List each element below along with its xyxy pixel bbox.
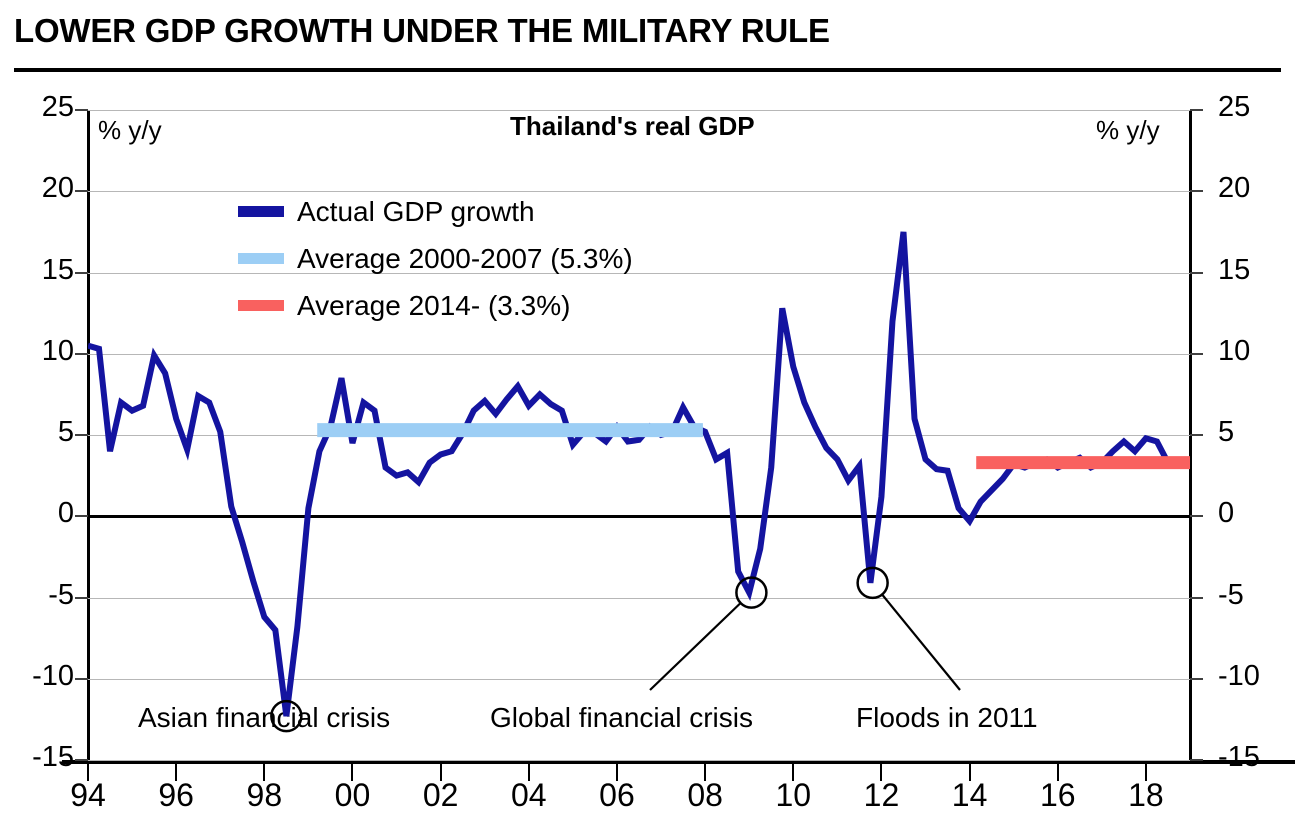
x-axis-label-06: 06 bbox=[599, 777, 635, 813]
x-axis-label-04: 04 bbox=[511, 777, 547, 813]
y-axis-label-left-25: 25 bbox=[41, 91, 74, 123]
x-axis-label-02: 02 bbox=[422, 777, 459, 813]
zero-line bbox=[88, 515, 1190, 519]
y-tick-left-5 bbox=[75, 434, 88, 436]
x-axis-label-12: 12 bbox=[863, 777, 900, 813]
y-axis-label-left-20: 20 bbox=[41, 172, 74, 205]
y-tick-right-0 bbox=[1190, 515, 1203, 518]
y-axis-label-right-20: 20 bbox=[1218, 172, 1251, 205]
y-axis-label-right--15: -15 bbox=[1218, 741, 1260, 773]
legend-label-actual: Actual GDP growth bbox=[297, 195, 535, 227]
annotation-floods-2011: Floods in 2011 bbox=[856, 702, 1038, 733]
y-tick-right-5 bbox=[1190, 434, 1203, 436]
x-axis-label-10: 10 bbox=[775, 777, 812, 813]
y-axis-label-right--10: -10 bbox=[1218, 659, 1260, 692]
x-axis-label-96: 96 bbox=[158, 777, 194, 813]
x-axis-label-94: 94 bbox=[70, 777, 106, 813]
gridline-y--15 bbox=[88, 760, 1190, 761]
annotation-global-financial-crisis: Global financial crisis bbox=[490, 702, 753, 733]
x-axis-label-08: 08 bbox=[687, 777, 723, 813]
y-axis-label-left-5: 5 bbox=[57, 416, 74, 448]
x-tick-96 bbox=[175, 764, 178, 781]
x-axis-label-16: 16 bbox=[1039, 777, 1076, 813]
x-tick-18 bbox=[1144, 764, 1147, 781]
y-axis-unit-left: % y/y bbox=[98, 115, 162, 145]
x-tick-08 bbox=[704, 764, 707, 781]
y-axis-unit-right: % y/y bbox=[1096, 115, 1160, 145]
legend-label-average-2014: Average 2014- (3.3%) bbox=[297, 289, 571, 321]
gridline-y--10 bbox=[88, 678, 1190, 680]
y-tick-left--5 bbox=[75, 596, 88, 599]
legend-item-average-2014[interactable]: Average 2014- (3.3%) bbox=[238, 282, 633, 329]
title-divider bbox=[14, 68, 1281, 72]
chart-subtitle: Thailand's real GDP bbox=[510, 111, 755, 141]
legend-swatch-actual-icon bbox=[238, 206, 284, 217]
y-tick-left-25 bbox=[75, 109, 88, 111]
gridline-y-20 bbox=[88, 191, 1190, 193]
legend-swatch-average-2014-icon bbox=[238, 300, 284, 311]
x-axis-label-14: 14 bbox=[951, 777, 988, 813]
legend-item-average-2000-2007[interactable]: Average 2000-2007 (5.3%) bbox=[238, 235, 633, 282]
x-tick-12 bbox=[880, 764, 883, 781]
chart-legend: Actual GDP growth Average 2000-2007 (5.3… bbox=[238, 188, 633, 329]
y-axis-label-right-0: 0 bbox=[1218, 497, 1235, 530]
x-axis-line bbox=[62, 760, 1295, 764]
y-axis-label-left--5: -5 bbox=[48, 578, 74, 611]
y-tick-right-20 bbox=[1190, 190, 1203, 193]
y-tick-right--10 bbox=[1190, 677, 1203, 680]
x-tick-94 bbox=[87, 764, 89, 781]
y-axis-label-left--10: -10 bbox=[32, 659, 74, 692]
y-axis-label-left--15: -15 bbox=[32, 741, 74, 773]
y-tick-left-10 bbox=[75, 352, 88, 355]
y-tick-left-15 bbox=[75, 271, 88, 274]
legend-item-actual[interactable]: Actual GDP growth bbox=[238, 188, 633, 235]
y-axis-label-left-15: 15 bbox=[41, 253, 74, 286]
x-tick-04 bbox=[527, 764, 530, 781]
gridline-y-5 bbox=[88, 435, 1190, 436]
x-tick-06 bbox=[615, 764, 618, 781]
y-axis-label-right-5: 5 bbox=[1218, 416, 1235, 448]
x-tick-16 bbox=[1056, 764, 1059, 781]
page-title: LOWER GDP GROWTH UNDER THE MILITARY RULE bbox=[14, 12, 830, 49]
annotation-asian-financial-crisis: Asian financial crisis bbox=[138, 702, 391, 733]
x-tick-02 bbox=[439, 764, 442, 781]
y-tick-left--15 bbox=[75, 759, 88, 761]
y-tick-left-20 bbox=[75, 190, 88, 193]
y-tick-right-10 bbox=[1190, 352, 1203, 355]
legend-swatch-average-2000-2007-icon bbox=[238, 253, 284, 264]
y-axis-right-line bbox=[1189, 110, 1192, 762]
y-axis-label-right-10: 10 bbox=[1218, 334, 1251, 367]
y-tick-right--5 bbox=[1190, 596, 1203, 599]
y-tick-right--15 bbox=[1190, 759, 1203, 761]
y-axis-label-left-10: 10 bbox=[41, 334, 74, 367]
legend-label-average-2000-2007: Average 2000-2007 (5.3%) bbox=[297, 242, 633, 274]
x-axis-label-98: 98 bbox=[246, 777, 283, 813]
y-tick-left-0 bbox=[75, 515, 88, 518]
y-tick-left--10 bbox=[75, 677, 88, 680]
y-axis-label-right-15: 15 bbox=[1218, 253, 1251, 286]
y-axis-label-right-25: 25 bbox=[1218, 91, 1251, 123]
x-axis-label-00: 00 bbox=[334, 777, 371, 813]
y-tick-right-15 bbox=[1190, 271, 1203, 274]
y-axis-label-right--5: -5 bbox=[1218, 578, 1244, 611]
gridline-y-25 bbox=[88, 110, 1190, 111]
x-tick-98 bbox=[263, 764, 266, 781]
y-axis-label-left-0: 0 bbox=[57, 497, 74, 530]
x-tick-14 bbox=[968, 764, 971, 781]
y-tick-right-25 bbox=[1190, 109, 1203, 111]
x-tick-10 bbox=[792, 764, 795, 781]
gridline-y--5 bbox=[88, 597, 1190, 599]
x-axis-label-18: 18 bbox=[1128, 777, 1164, 813]
gridline-y-10 bbox=[88, 353, 1190, 355]
x-tick-00 bbox=[351, 764, 354, 781]
